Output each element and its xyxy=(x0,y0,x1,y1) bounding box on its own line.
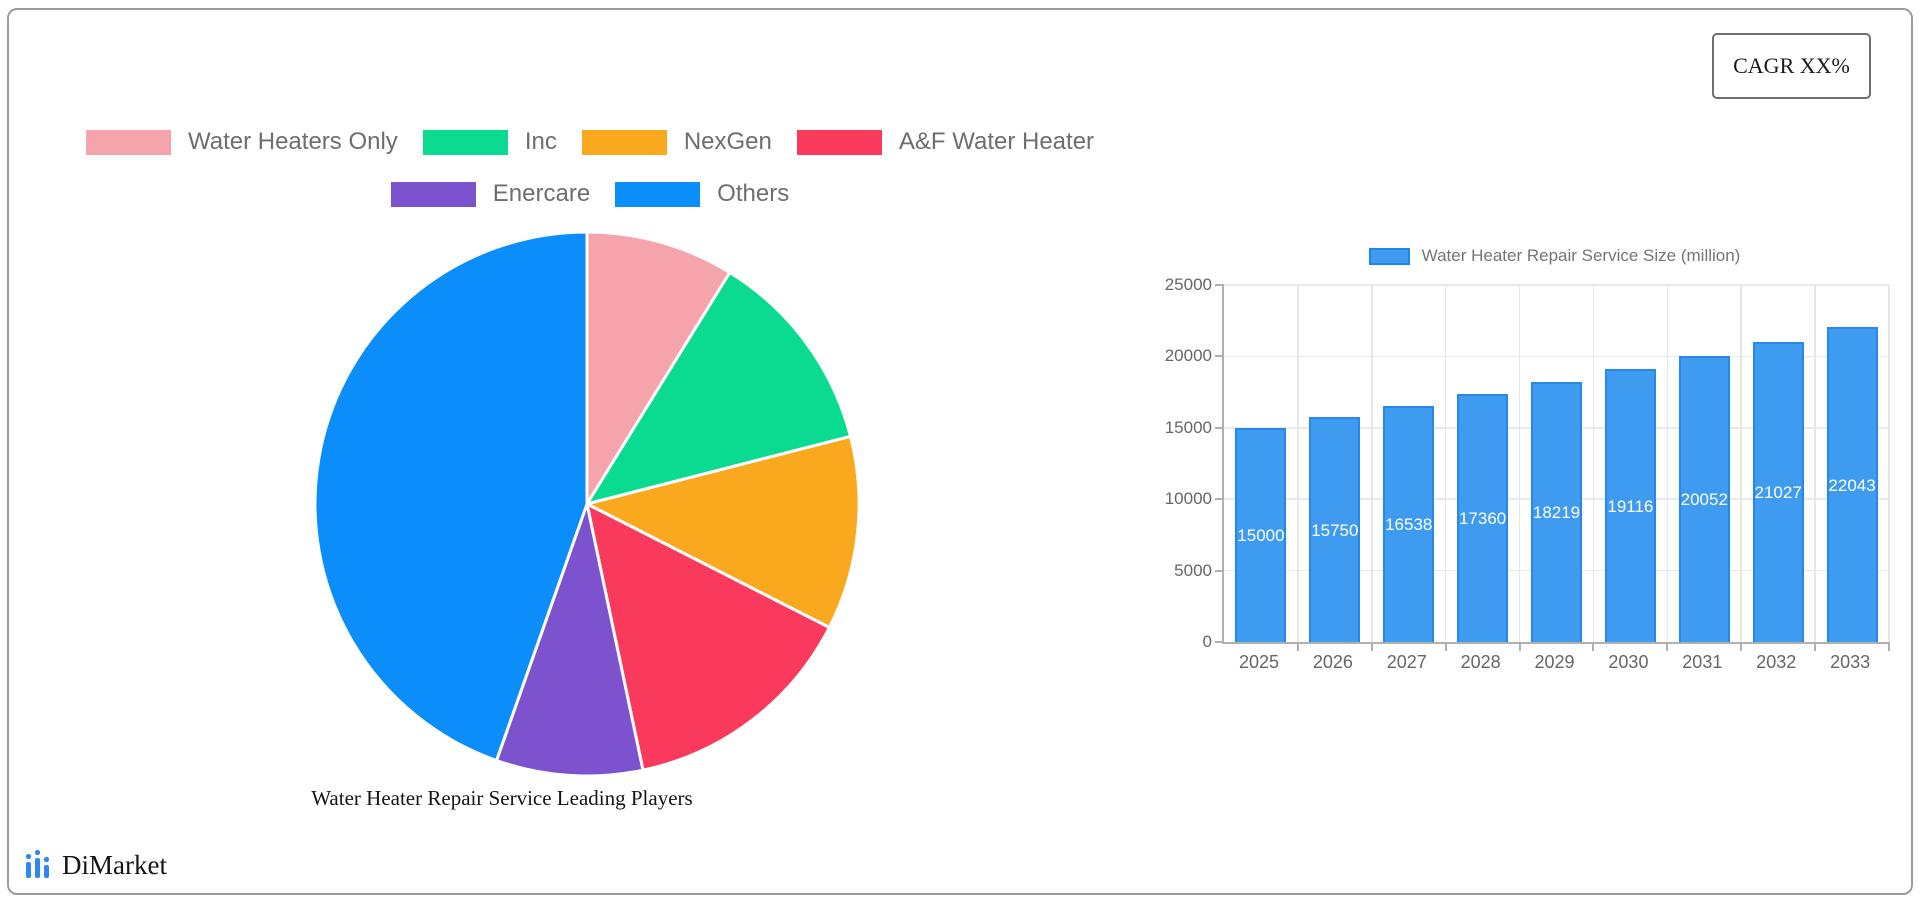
pie-chart xyxy=(313,230,861,778)
bar-value-label: 19116 xyxy=(1607,496,1654,516)
x-axis-tick xyxy=(1518,642,1521,651)
legend-label: Water Heaters Only xyxy=(187,128,398,155)
y-axis-tick xyxy=(1215,284,1224,286)
y-axis-label: 20000 xyxy=(1164,346,1212,366)
bar-value-label: 17360 xyxy=(1458,509,1507,529)
brand-logo: DiMarket xyxy=(24,849,167,881)
bar-value-label: 21027 xyxy=(1754,482,1802,502)
legend-swatch-water-heaters-only xyxy=(85,129,171,155)
y-axis-label: 5000 xyxy=(1174,560,1212,580)
v-gridline xyxy=(1371,285,1373,642)
bar-value-label: 22043 xyxy=(1828,475,1876,495)
y-axis-label: 10000 xyxy=(1164,489,1212,509)
bar-legend-label: Water Heater Repair Service Size (millio… xyxy=(1421,246,1741,265)
y-axis-tick xyxy=(1215,569,1224,572)
cagr-badge-label: CAGR XX% xyxy=(1733,53,1850,78)
bar-2025[interactable]: 15000 xyxy=(1235,427,1287,642)
bar-value-label: 20052 xyxy=(1680,489,1728,509)
v-gridline xyxy=(1518,285,1521,642)
bar-2030[interactable]: 19116 xyxy=(1604,369,1656,642)
brand-name: DiMarket xyxy=(62,849,167,880)
pie-slice-water-heaters-only[interactable] xyxy=(585,230,732,506)
bar-2031[interactable]: 20052 xyxy=(1678,355,1730,642)
v-gridline xyxy=(1888,285,1890,642)
bar-2028[interactable]: 17360 xyxy=(1457,394,1509,642)
x-axis-label: 2028 xyxy=(1460,652,1501,672)
x-axis-label: 2030 xyxy=(1608,652,1649,672)
legend-swatch-enercare xyxy=(390,181,476,207)
x-axis-tick xyxy=(1592,642,1595,651)
v-gridline xyxy=(1592,285,1595,642)
cagr-badge: CAGR XX% xyxy=(1712,33,1871,99)
legend-swatch-inc xyxy=(422,129,508,155)
v-gridline xyxy=(1666,285,1669,642)
legend-item-inc[interactable]: Inc xyxy=(422,128,557,156)
y-axis-label: 15000 xyxy=(1164,417,1212,437)
x-axis-label: 2027 xyxy=(1386,652,1427,672)
x-axis-label: 2033 xyxy=(1830,652,1871,672)
x-axis-label: 2031 xyxy=(1682,652,1723,672)
v-gridline xyxy=(1814,285,1816,642)
x-axis-tick xyxy=(1370,642,1373,651)
v-gridline xyxy=(1740,285,1742,642)
pie-slice-enercare[interactable] xyxy=(495,502,645,778)
h-gridline xyxy=(1224,284,1889,286)
x-axis-tick xyxy=(1814,642,1817,651)
pie-chart-title: Water Heater Repair Service Leading Play… xyxy=(311,786,693,810)
x-axis-tick xyxy=(1296,642,1299,651)
legend-label: Inc xyxy=(524,128,557,155)
pie-slice-inc[interactable] xyxy=(585,271,852,506)
pie-legend-row-1: Water Heaters Only Inc NexGen A&F Water Hea… xyxy=(85,128,1094,156)
x-axis-label: 2032 xyxy=(1756,652,1797,672)
y-axis-tick xyxy=(1215,355,1224,358)
x-axis-tick xyxy=(1444,642,1447,651)
bar-2032[interactable]: 21027 xyxy=(1752,341,1804,642)
pie-legend: Water Heaters Only Inc NexGen A&F Water Hea… xyxy=(85,128,1094,232)
bar-value-label: 15750 xyxy=(1311,520,1359,540)
pie-slice-a-f-water-heater[interactable] xyxy=(585,502,831,772)
x-axis-label: 2029 xyxy=(1534,652,1575,672)
legend-item-nexgen[interactable]: NexGen xyxy=(581,128,772,156)
y-axis-tick xyxy=(1215,426,1224,429)
bar-value-label: 15000 xyxy=(1237,525,1285,545)
bar-value-label: 18219 xyxy=(1532,502,1581,522)
y-axis-tick xyxy=(1215,498,1224,501)
pie-legend-row-2: Enercare Others xyxy=(90,180,1090,208)
bar-legend-swatch xyxy=(1368,247,1410,265)
legend-swatch-others xyxy=(615,181,701,207)
legend-item-enercare[interactable]: Enercare xyxy=(390,180,591,208)
x-axis-tick xyxy=(1888,642,1890,651)
bar-chart: Water Heater Repair Service Size (millio… xyxy=(1140,240,1910,690)
bar-chart-legend[interactable]: Water Heater Repair Service Size (millio… xyxy=(1222,246,1887,266)
legend-label: NexGen xyxy=(683,128,772,155)
bar-2033[interactable]: 22043 xyxy=(1826,327,1878,642)
legend-item-a-f-water-heater[interactable]: A&F Water Heater xyxy=(796,128,1095,156)
bar-2029[interactable]: 18219 xyxy=(1531,381,1582,642)
v-gridline xyxy=(1297,285,1299,642)
v-gridline xyxy=(1444,285,1447,642)
legend-swatch-a-f-water-heater xyxy=(796,129,882,155)
brand-bar-chart-icon xyxy=(25,849,50,878)
bar-value-label: 16538 xyxy=(1385,514,1433,534)
legend-label: Enercare xyxy=(492,180,591,207)
legend-item-others[interactable]: Others xyxy=(615,180,789,208)
x-axis-tick xyxy=(1666,642,1669,651)
y-axis-label: 25000 xyxy=(1164,275,1212,294)
x-axis-label: 2026 xyxy=(1312,652,1353,672)
legend-label: Others xyxy=(717,180,790,207)
x-axis-tick xyxy=(1740,642,1743,651)
legend-item-water-heaters-only[interactable]: Water Heaters Only xyxy=(85,128,398,156)
pie-slice-nexgen[interactable] xyxy=(585,434,861,629)
x-axis-label: 2025 xyxy=(1238,652,1280,672)
pie-slice-others[interactable] xyxy=(313,230,589,762)
y-axis-tick xyxy=(1215,641,1224,643)
h-gridline xyxy=(1224,355,1889,358)
bar-2026[interactable]: 15750 xyxy=(1309,417,1361,642)
bar-plot-area: 15000 15750 16538 17360 18219 19116 20052 21027… xyxy=(1215,284,1890,651)
y-axis-label: 0 xyxy=(1202,632,1212,651)
bar-2027[interactable]: 16538 xyxy=(1383,405,1435,642)
legend-label: A&F Water Heater xyxy=(898,128,1095,155)
legend-swatch-nexgen xyxy=(581,129,667,155)
